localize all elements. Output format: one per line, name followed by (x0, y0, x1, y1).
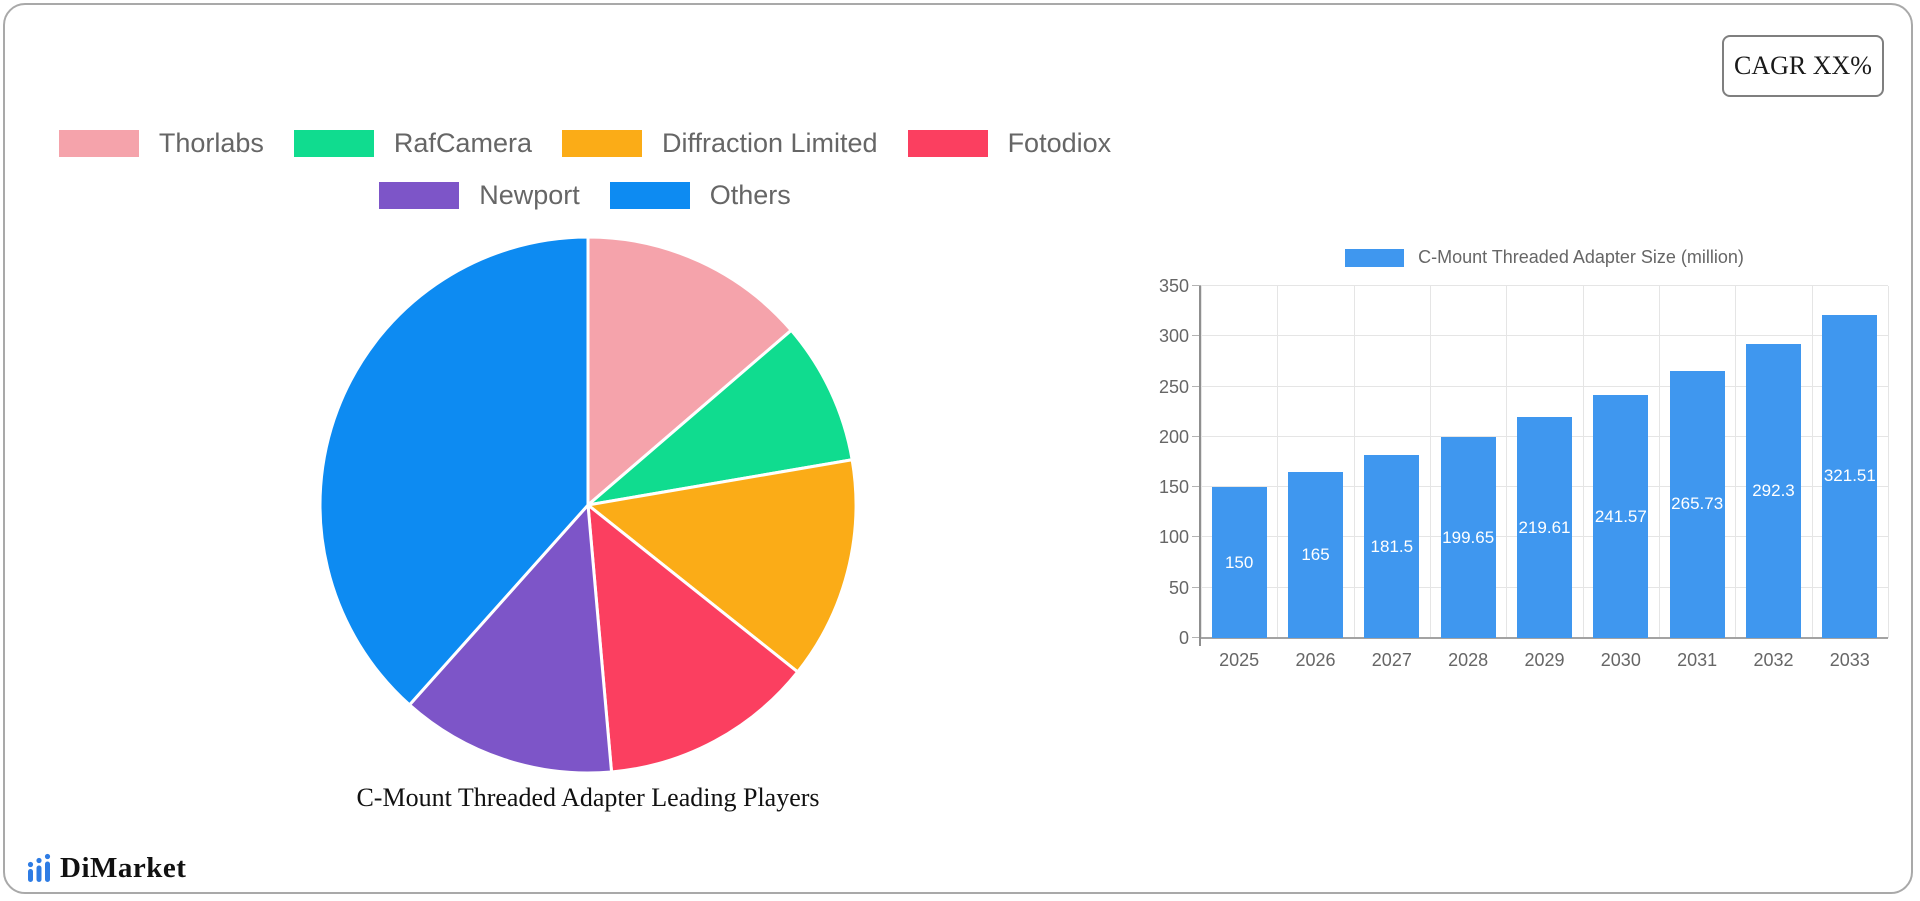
bar-chart-legend: C-Mount Threaded Adapter Size (million) (1201, 247, 1888, 268)
pie-legend-label-others: Others (709, 180, 791, 210)
pie-legend-item-others: Others (609, 180, 791, 211)
bar-2032: 292.3 (1746, 344, 1801, 638)
bar-value-label: 181.5 (1370, 536, 1414, 556)
y-axis-tick (1192, 435, 1201, 437)
x-axis-label-2028: 2028 (1448, 650, 1489, 670)
dimarket-logo-icon (27, 853, 51, 882)
pie-slice-thorlabs (586, 235, 793, 507)
y-axis-line (1199, 286, 1201, 646)
gridline-vertical (1277, 286, 1279, 638)
bar-value-label: 265.73 (1671, 494, 1724, 514)
gridline-vertical (1353, 286, 1355, 638)
x-axis-label-2033: 2033 (1829, 650, 1870, 670)
x-axis-label-2027: 2027 (1371, 650, 1412, 670)
bar-value-label: 321.51 (1823, 466, 1876, 486)
pie-legend-item-fotodiox: Fotodiox (907, 128, 1112, 159)
gridline-vertical (1811, 286, 1813, 638)
y-axis-tick (1192, 637, 1201, 638)
bar-2027: 181.5 (1364, 455, 1420, 638)
bar-2031: 265.73 (1669, 370, 1725, 638)
y-axis-tick (1192, 586, 1201, 588)
pie-legend: Thorlabs RafCamera Diffraction Limited Foto… (10, 128, 1160, 232)
pie-legend-label-newport: Newport (479, 180, 580, 210)
dimarket-logo-text: DiMarket (60, 852, 187, 884)
pie-chart-title: C-Mount Threaded Adapter Leading Players (356, 783, 820, 812)
bar-value-label: 150 (1224, 552, 1254, 572)
y-axis-tick (1192, 486, 1201, 488)
gridline-vertical (1582, 286, 1584, 638)
cagr-badge: CAGR XX% (1722, 35, 1884, 97)
y-axis-tick-label: 350 (1158, 276, 1189, 296)
bar-2025: 150 (1211, 487, 1267, 638)
pie-slice-fotodiox (586, 503, 800, 774)
bar-value-label: 199.65 (1442, 527, 1495, 547)
bar-chart-x-axis-labels: 2025 2026 2027 2028 2029 2030 2031 2032 2033 (1201, 650, 1888, 671)
gridline-horizontal (1201, 385, 1888, 387)
y-axis-tick (1192, 385, 1201, 387)
y-axis-tick-label: 300 (1158, 326, 1189, 347)
pie-slice-rafcamera (586, 328, 854, 507)
pie-legend-swatch-newport (379, 182, 460, 209)
pie-legend-label-thorlabs: Thorlabs (158, 128, 264, 158)
gridline-horizontal (1201, 335, 1888, 337)
pie-legend-swatch-rafcamera (293, 130, 374, 157)
cagr-label: CAGR XX% (1734, 51, 1872, 80)
pie-legend-row: Thorlabs RafCamera Diffraction Limited Foto… (10, 128, 1160, 159)
x-axis-label-2025: 2025 (1219, 650, 1260, 670)
pie-legend-swatch-diffraction-limited (561, 130, 642, 157)
x-axis-label-2029: 2029 (1524, 650, 1565, 670)
pie-chart (318, 235, 858, 775)
pie-legend-item-newport: Newport (379, 180, 580, 211)
gridline-horizontal (1201, 285, 1888, 286)
y-axis-tick-label: 100 (1158, 527, 1189, 548)
bar-chart-plot-area: 150 165 181.5 199.65 219.61 241.57 265.73 292.3… (1192, 285, 1889, 646)
pie-legend-label-fotodiox: Fotodiox (1007, 128, 1112, 158)
y-axis-tick-label: 50 (1168, 577, 1189, 598)
pie-legend-swatch-fotodiox (907, 130, 988, 157)
gridline-vertical (1201, 286, 1202, 638)
pie-legend-item-rafcamera: RafCamera (293, 128, 532, 159)
pie-slice-diffraction-limited (586, 458, 858, 674)
gridline-vertical (1888, 286, 1889, 638)
pie-legend-label-rafcamera: RafCamera (393, 128, 532, 158)
x-axis-label-2032: 2032 (1753, 650, 1794, 670)
pie-slice-newport (408, 503, 614, 775)
bar-value-label: 241.57 (1594, 506, 1647, 526)
pie-legend-item-diffraction-limited: Diffraction Limited (561, 128, 878, 159)
gridline-vertical (1430, 286, 1431, 638)
bar-legend-swatch (1345, 248, 1405, 267)
pie-legend-row: Newport Others (10, 180, 1160, 211)
y-axis-tick (1192, 285, 1201, 286)
bar-2033: 321.51 (1822, 314, 1878, 638)
x-axis-label-2026: 2026 (1295, 650, 1336, 670)
bar-2028: 199.65 (1440, 437, 1496, 638)
bar-2026: 165 (1288, 472, 1343, 638)
x-axis-label-2030: 2030 (1600, 650, 1641, 670)
pie-legend-swatch-others (609, 182, 690, 209)
bar-value-label: 219.61 (1518, 517, 1571, 537)
y-axis-tick (1192, 335, 1201, 337)
bar-value-label: 165 (1301, 545, 1330, 565)
pie-legend-label-diffraction-limited: Diffraction Limited (661, 128, 878, 158)
y-axis-tick-label: 0 (1178, 628, 1189, 648)
y-axis-tick (1192, 536, 1201, 538)
gridline-vertical (1659, 286, 1660, 638)
y-axis-tick-label: 200 (1158, 426, 1189, 447)
bar-value-label: 292.3 (1752, 481, 1795, 501)
gridline-vertical (1506, 286, 1508, 638)
bar-2029: 219.61 (1517, 417, 1572, 638)
x-axis-line (1201, 637, 1888, 639)
gridline-vertical (1735, 286, 1737, 638)
x-axis-label-2031: 2031 (1677, 650, 1718, 670)
y-axis-tick-label: 250 (1158, 376, 1189, 397)
pie-legend-swatch-thorlabs (58, 130, 139, 157)
pie-slice-others (318, 235, 590, 707)
dimarket-logo: DiMarket (27, 852, 186, 883)
pie-legend-item-thorlabs: Thorlabs (58, 128, 264, 159)
y-axis-tick-label: 150 (1158, 477, 1189, 498)
bar-legend-label: C-Mount Threaded Adapter Size (million) (1418, 247, 1744, 267)
bar-2030: 241.57 (1593, 395, 1649, 638)
